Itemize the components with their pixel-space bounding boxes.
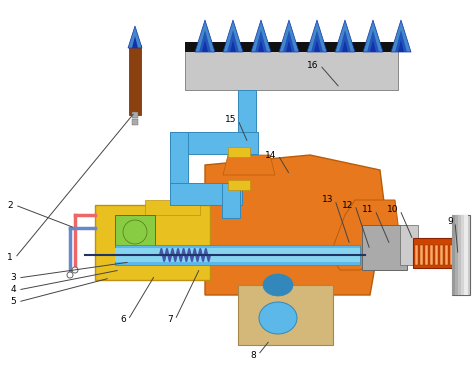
Text: 15: 15 — [225, 116, 236, 124]
Polygon shape — [223, 20, 243, 52]
Polygon shape — [342, 40, 348, 52]
Polygon shape — [255, 30, 267, 52]
Bar — [452, 215, 470, 295]
Text: 13: 13 — [321, 195, 333, 204]
Polygon shape — [335, 20, 355, 52]
Bar — [228, 180, 250, 190]
Text: 11: 11 — [362, 206, 373, 214]
Circle shape — [123, 220, 147, 244]
Bar — [458, 215, 462, 295]
Bar — [425, 245, 428, 265]
Polygon shape — [227, 30, 239, 52]
Bar — [95, 205, 210, 280]
Bar — [420, 245, 423, 265]
Bar — [430, 245, 433, 265]
Polygon shape — [395, 30, 407, 52]
Text: 5: 5 — [10, 297, 16, 306]
Polygon shape — [363, 20, 383, 52]
Polygon shape — [251, 20, 271, 52]
Bar — [145, 200, 200, 215]
Polygon shape — [258, 40, 264, 52]
Bar — [115, 215, 155, 250]
Bar — [435, 245, 438, 265]
Bar — [132, 119, 138, 125]
Bar — [452, 215, 456, 295]
Text: 14: 14 — [264, 150, 276, 159]
Bar — [445, 245, 448, 265]
Text: 4: 4 — [10, 285, 16, 294]
Bar — [132, 112, 138, 118]
Circle shape — [72, 267, 78, 273]
Bar — [129, 45, 141, 115]
Bar — [413, 238, 455, 268]
Bar — [185, 42, 398, 90]
Bar — [362, 225, 407, 270]
Bar — [238, 285, 333, 345]
Text: 8: 8 — [250, 351, 256, 360]
Polygon shape — [223, 155, 275, 175]
Text: 10: 10 — [386, 206, 398, 214]
Text: 7: 7 — [167, 315, 173, 324]
Text: 3: 3 — [10, 273, 16, 282]
Polygon shape — [307, 20, 327, 52]
Text: 2: 2 — [8, 201, 13, 210]
Polygon shape — [339, 30, 351, 52]
Bar — [115, 245, 360, 265]
Polygon shape — [398, 40, 404, 52]
Polygon shape — [367, 30, 379, 52]
Polygon shape — [391, 20, 411, 52]
Bar — [170, 183, 242, 205]
Text: 1: 1 — [7, 254, 13, 262]
Bar — [440, 245, 443, 265]
Text: 9: 9 — [447, 217, 453, 226]
Polygon shape — [283, 30, 295, 52]
Bar — [238, 90, 256, 135]
Bar — [450, 245, 453, 265]
Polygon shape — [370, 40, 376, 52]
Bar — [115, 248, 360, 262]
Polygon shape — [314, 40, 320, 52]
Text: 6: 6 — [120, 315, 126, 324]
Bar — [400, 225, 418, 265]
Polygon shape — [279, 20, 299, 52]
Text: 16: 16 — [307, 60, 318, 69]
Bar — [415, 245, 418, 265]
Polygon shape — [199, 30, 211, 52]
Bar — [170, 132, 258, 154]
Bar — [185, 42, 398, 52]
Polygon shape — [132, 36, 138, 48]
Bar — [461, 215, 465, 295]
Text: 12: 12 — [342, 201, 353, 210]
Polygon shape — [230, 40, 236, 52]
Polygon shape — [311, 30, 323, 52]
Circle shape — [67, 272, 73, 278]
Bar — [455, 215, 459, 295]
Bar — [170, 132, 188, 187]
Ellipse shape — [263, 274, 293, 296]
Polygon shape — [202, 40, 208, 52]
Polygon shape — [330, 200, 400, 270]
Polygon shape — [195, 20, 215, 52]
Bar — [464, 215, 468, 295]
Bar — [222, 183, 240, 218]
Bar — [228, 147, 250, 157]
Polygon shape — [205, 155, 385, 295]
Ellipse shape — [259, 302, 297, 334]
Polygon shape — [286, 40, 292, 52]
Polygon shape — [128, 26, 142, 48]
